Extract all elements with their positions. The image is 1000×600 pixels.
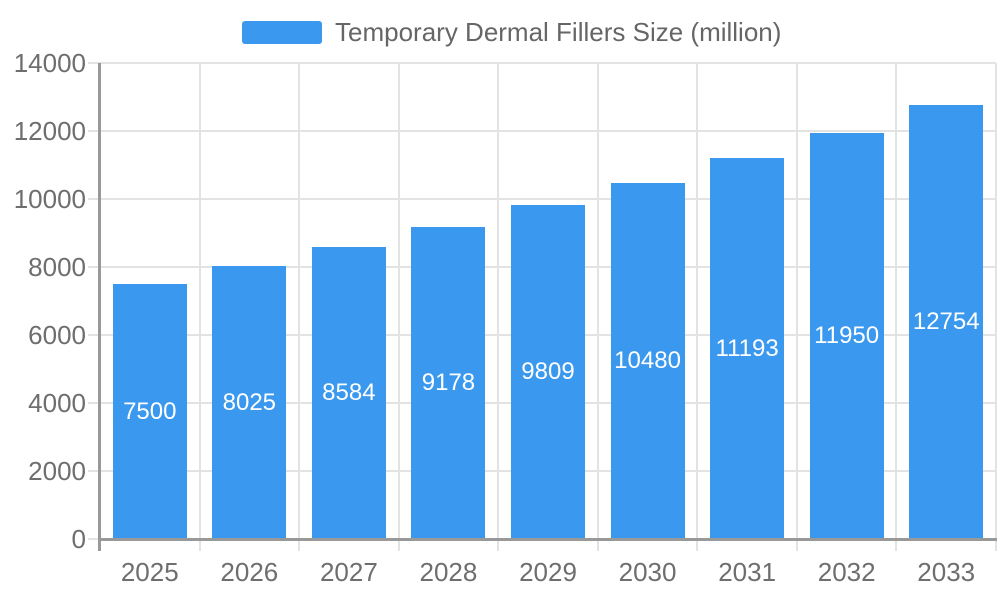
- bar[interactable]: [311, 247, 386, 539]
- y-tick: [88, 538, 100, 540]
- y-tick-label: 8000: [28, 252, 86, 282]
- bar[interactable]: [809, 132, 884, 539]
- x-tick-label: 2030: [618, 557, 677, 587]
- x-tick: [199, 539, 201, 551]
- x-tick-label: 2027: [319, 557, 378, 587]
- x-tick: [796, 539, 798, 551]
- y-tick-label: 4000: [28, 388, 86, 418]
- x-tick-label: 2025: [120, 557, 179, 587]
- bar-value-label: 9809: [521, 358, 575, 386]
- gridline-h: [88, 130, 996, 132]
- y-axis-line: [98, 63, 101, 551]
- bar-value-label: 11950: [814, 321, 880, 349]
- bar-value-label: 10480: [614, 346, 681, 374]
- gridline-v: [995, 63, 997, 539]
- bar-value-label: 8584: [322, 379, 376, 407]
- x-axis-line: [98, 538, 997, 541]
- y-tick-label: 2000: [28, 456, 86, 486]
- gridline-v: [497, 63, 499, 539]
- y-tick-label: 12000: [13, 116, 86, 146]
- bar-value-label: 9178: [421, 368, 476, 396]
- x-tick-label: 2033: [917, 557, 976, 587]
- x-tick: [497, 539, 499, 551]
- x-tick: [298, 539, 300, 551]
- x-tick-label: 2031: [718, 557, 777, 587]
- bar[interactable]: [411, 226, 486, 539]
- x-tick: [895, 539, 897, 551]
- y-tick-label: 10000: [13, 184, 86, 214]
- x-tick: [597, 539, 599, 551]
- bar-value-label: 8025: [222, 388, 277, 416]
- x-tick-label: 2032: [817, 557, 876, 587]
- bar-value-label: 12754: [912, 308, 980, 336]
- gridline-v: [597, 63, 599, 539]
- gridline-v: [796, 63, 798, 539]
- bar-value-label: 7500: [123, 397, 177, 425]
- y-tick-label: 6000: [28, 320, 86, 350]
- gridline-v: [398, 63, 400, 539]
- y-tick-label: 14000: [13, 48, 86, 78]
- legend-label: Temporary Dermal Fillers Size (million): [335, 17, 782, 47]
- bar[interactable]: [710, 158, 785, 539]
- bar[interactable]: [610, 182, 685, 539]
- gridline-v: [199, 63, 201, 539]
- legend-item[interactable]: Temporary Dermal Fillers Size (million): [242, 17, 781, 48]
- bar[interactable]: [212, 266, 287, 539]
- x-tick-label: 2029: [519, 557, 577, 587]
- x-tick: [398, 539, 400, 551]
- bar-value-label: 11193: [715, 334, 779, 362]
- legend-swatch: [242, 21, 322, 44]
- x-tick: [995, 539, 997, 551]
- gridline-v: [895, 63, 897, 539]
- bar[interactable]: [112, 284, 187, 539]
- x-tick: [696, 539, 698, 551]
- x-tick-label: 2028: [419, 557, 478, 587]
- y-tick-label: 0: [71, 524, 86, 554]
- gridline-v: [696, 63, 698, 539]
- bar[interactable]: [909, 105, 984, 539]
- x-tick-label: 2026: [220, 557, 279, 587]
- bar[interactable]: [511, 205, 585, 539]
- gridline-h: [88, 62, 996, 64]
- gridline-v: [298, 63, 300, 539]
- gridline-h: [88, 198, 996, 200]
